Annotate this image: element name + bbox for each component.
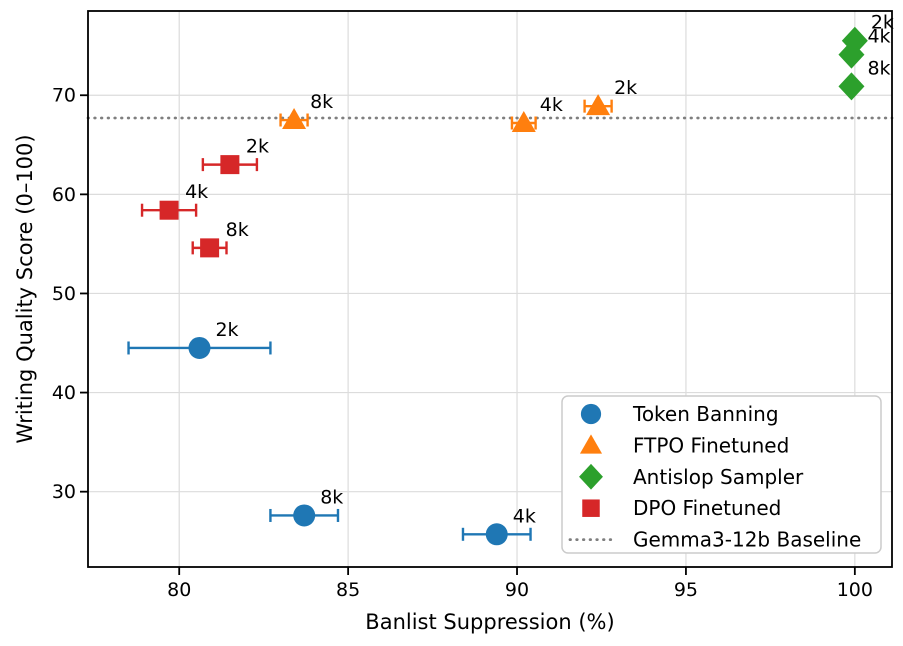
y-tick-label-70: 70 [52,85,76,107]
point-label-token-banning-8k: 8k [320,486,343,508]
point-label-antislop-sampler-4k: 4k [867,26,890,48]
legend-label-dpo-finetuned: DPO Finetuned [633,496,781,520]
point-label-ftpo-finetuned-8k: 8k [310,91,333,113]
plot-border [87,10,893,568]
series-dpo-finetuned: 2k 4k 8k [140,136,269,258]
legend-marker-dpo-finetuned [582,499,600,517]
x-tick-label-90: 90 [505,579,529,601]
marker-dpo-finetuned-8k [200,238,220,258]
legend-entry-gemma3-12b-baseline: Gemma3-12b Baseline [568,528,861,552]
point-label-token-banning-2k: 2k [215,319,238,341]
marker-ftpo-finetuned-8k [282,108,307,130]
marker-antislop-sampler-8k [838,72,865,101]
y-tick-label-30: 30 [52,481,76,503]
legend-marker-ftpo-finetuned [579,434,603,454]
legend-label-token-banning: Token Banning [632,402,779,426]
point-label-ftpo-finetuned-4k: 4k [540,94,563,116]
y-tick-label-60: 60 [52,184,76,206]
x-tick-label-95: 95 [674,579,698,601]
marker-ftpo-finetuned-4k [511,110,536,132]
x-axis-label: Banlist Suppression (%) [365,610,614,634]
series-token-banning: 2k 8k 4k [127,319,536,546]
legend: Token Banning FTPO Finetuned Antislop Samp… [561,395,882,554]
legend-marker-antislop-sampler [579,463,603,490]
x-tick-label-85: 85 [336,579,360,601]
point-label-antislop-sampler-8k: 8k [867,57,890,79]
legend-label-gemma3-12b-baseline: Gemma3-12b Baseline [633,528,861,552]
point-label-ftpo-finetuned-2k: 2k [614,77,637,99]
legend-entry-token-banning: Token Banning [580,402,779,426]
legend-entry-dpo-finetuned: DPO Finetuned [582,496,781,520]
legend-label-antislop-sampler: Antislop Sampler [633,465,804,489]
x-tick-label-80: 80 [167,579,191,601]
legend-box [561,395,882,554]
point-label-dpo-finetuned-4k: 4k [185,181,208,203]
y-axis-label: Writing Quality Score (0–100) [13,134,37,443]
series-ftpo-finetuned: 8k 4k 2k [279,77,637,132]
legend-label-ftpo-finetuned: FTPO Finetuned [633,433,789,457]
legend-entry-ftpo-finetuned: FTPO Finetuned [579,433,789,457]
marker-ftpo-finetuned-2k [586,94,611,116]
point-label-antislop-sampler-2k: 2k [871,12,894,34]
marker-token-banning-4k [485,523,508,546]
y-tick-label-40: 40 [52,382,76,404]
x-tick-label-100: 100 [837,579,873,601]
marker-token-banning-8k [293,504,316,527]
point-label-dpo-finetuned-8k: 8k [226,219,249,241]
marker-token-banning-2k [188,336,211,359]
y-tick-label-50: 50 [52,283,76,305]
point-label-dpo-finetuned-2k: 2k [246,136,269,158]
marker-antislop-sampler-4k [838,40,865,69]
marker-dpo-finetuned-2k [220,155,240,175]
point-label-token-banning-4k: 4k [513,505,536,527]
legend-entry-antislop-sampler: Antislop Sampler [579,463,804,490]
marker-dpo-finetuned-4k [159,200,179,220]
legend-marker-token-banning [580,403,602,425]
